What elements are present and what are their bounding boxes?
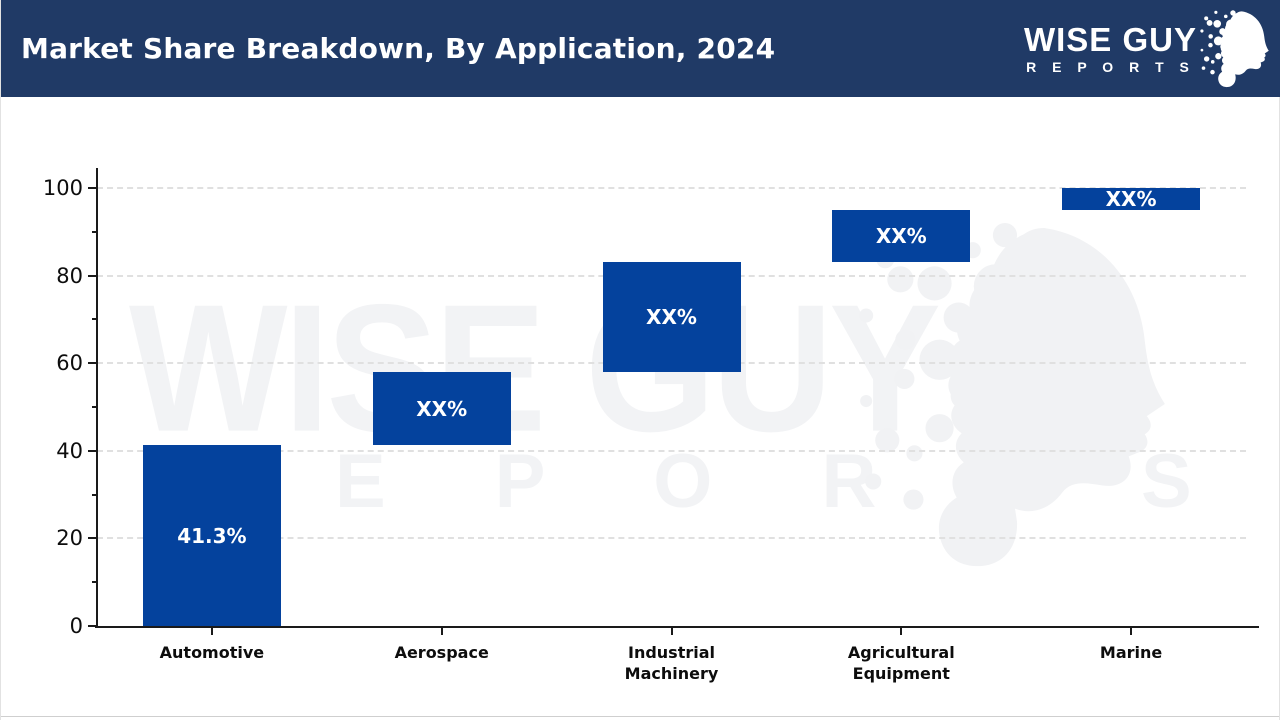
x-axis-category-label-industrial-machinery: Industrial Machinery	[572, 642, 772, 684]
category-label-line: Agricultural	[847, 643, 955, 662]
x-axis-tick	[900, 628, 903, 635]
y-axis-line	[96, 168, 98, 628]
y-axis-tick-label: 0	[69, 614, 83, 638]
x-axis-tick	[210, 628, 213, 635]
y-axis-tick-label: 60	[56, 351, 83, 376]
page-title: Market Share Breakdown, By Application, …	[21, 32, 776, 65]
x-axis-tick	[1130, 628, 1133, 635]
y-axis-minor-tick	[92, 318, 97, 321]
y-axis-minor-tick	[92, 230, 97, 233]
brand-logo: WISE GUY R E P O R T S	[1024, 4, 1271, 94]
y-axis-minor-tick	[92, 406, 97, 408]
brand-name: WISE GUY	[1023, 21, 1197, 58]
bottom-divider	[1, 716, 1279, 717]
y-axis-tick	[88, 537, 97, 540]
bar-industrial-machinery: XX%	[602, 262, 741, 372]
x-axis-category-label-aerospace: Aerospace	[342, 642, 542, 663]
brand-head-icon	[1200, 10, 1269, 88]
gridline	[97, 187, 1246, 189]
x-axis-tick	[440, 628, 443, 635]
x-axis-tick	[670, 628, 673, 635]
x-axis-category-label-automotive: Automotive	[112, 642, 312, 663]
y-axis-tick	[88, 625, 97, 627]
brand-logo-text: WISE GUY R E P O R T S	[1023, 21, 1197, 76]
y-axis-tick-label: 80	[56, 263, 83, 288]
category-label-line: Automotive	[159, 643, 265, 662]
x-axis-category-label-agricultural-equipment: Agricultural Equipment	[801, 642, 1001, 684]
y-axis-tick-label: 40	[56, 438, 83, 463]
bar-value-label: XX%	[1105, 186, 1157, 211]
category-label-line: Industrial	[627, 643, 715, 662]
x-axis-line	[95, 626, 1259, 628]
y-axis-tick	[88, 362, 97, 365]
category-label-line: Aerospace	[394, 643, 489, 662]
bar-value-label: XX%	[875, 224, 927, 249]
watermark-word: WISE GUY	[129, 266, 941, 470]
y-axis-tick	[88, 274, 97, 277]
bar-marine: XX%	[1062, 186, 1201, 211]
header-bar: Market Share Breakdown, By Application, …	[1, 0, 1280, 97]
brand-tagline: R E P O R T S	[1026, 59, 1195, 75]
y-axis-minor-tick	[92, 493, 97, 496]
bar-automotive: 41.3%	[142, 445, 281, 626]
bar-aerospace: XX%	[372, 371, 511, 446]
category-label-line: Marine	[1099, 643, 1163, 662]
category-label-line: Machinery	[624, 664, 719, 683]
bar-value-label: XX%	[416, 396, 468, 421]
y-axis-tick-label: 100	[42, 176, 83, 200]
y-axis-tick	[88, 449, 97, 452]
y-axis-tick-label: 20	[56, 526, 83, 551]
y-axis-minor-tick	[92, 581, 97, 584]
x-axis-category-label-marine: Marine	[1031, 642, 1231, 663]
category-label-line: Equipment	[852, 664, 950, 683]
gridline	[97, 537, 1246, 540]
bar-value-label: XX%	[646, 305, 697, 330]
y-axis-tick	[88, 187, 97, 189]
bar-agricultural-equipment: XX%	[832, 209, 971, 263]
gridline	[97, 449, 1246, 452]
bar-value-label: 41.3%	[177, 523, 247, 548]
